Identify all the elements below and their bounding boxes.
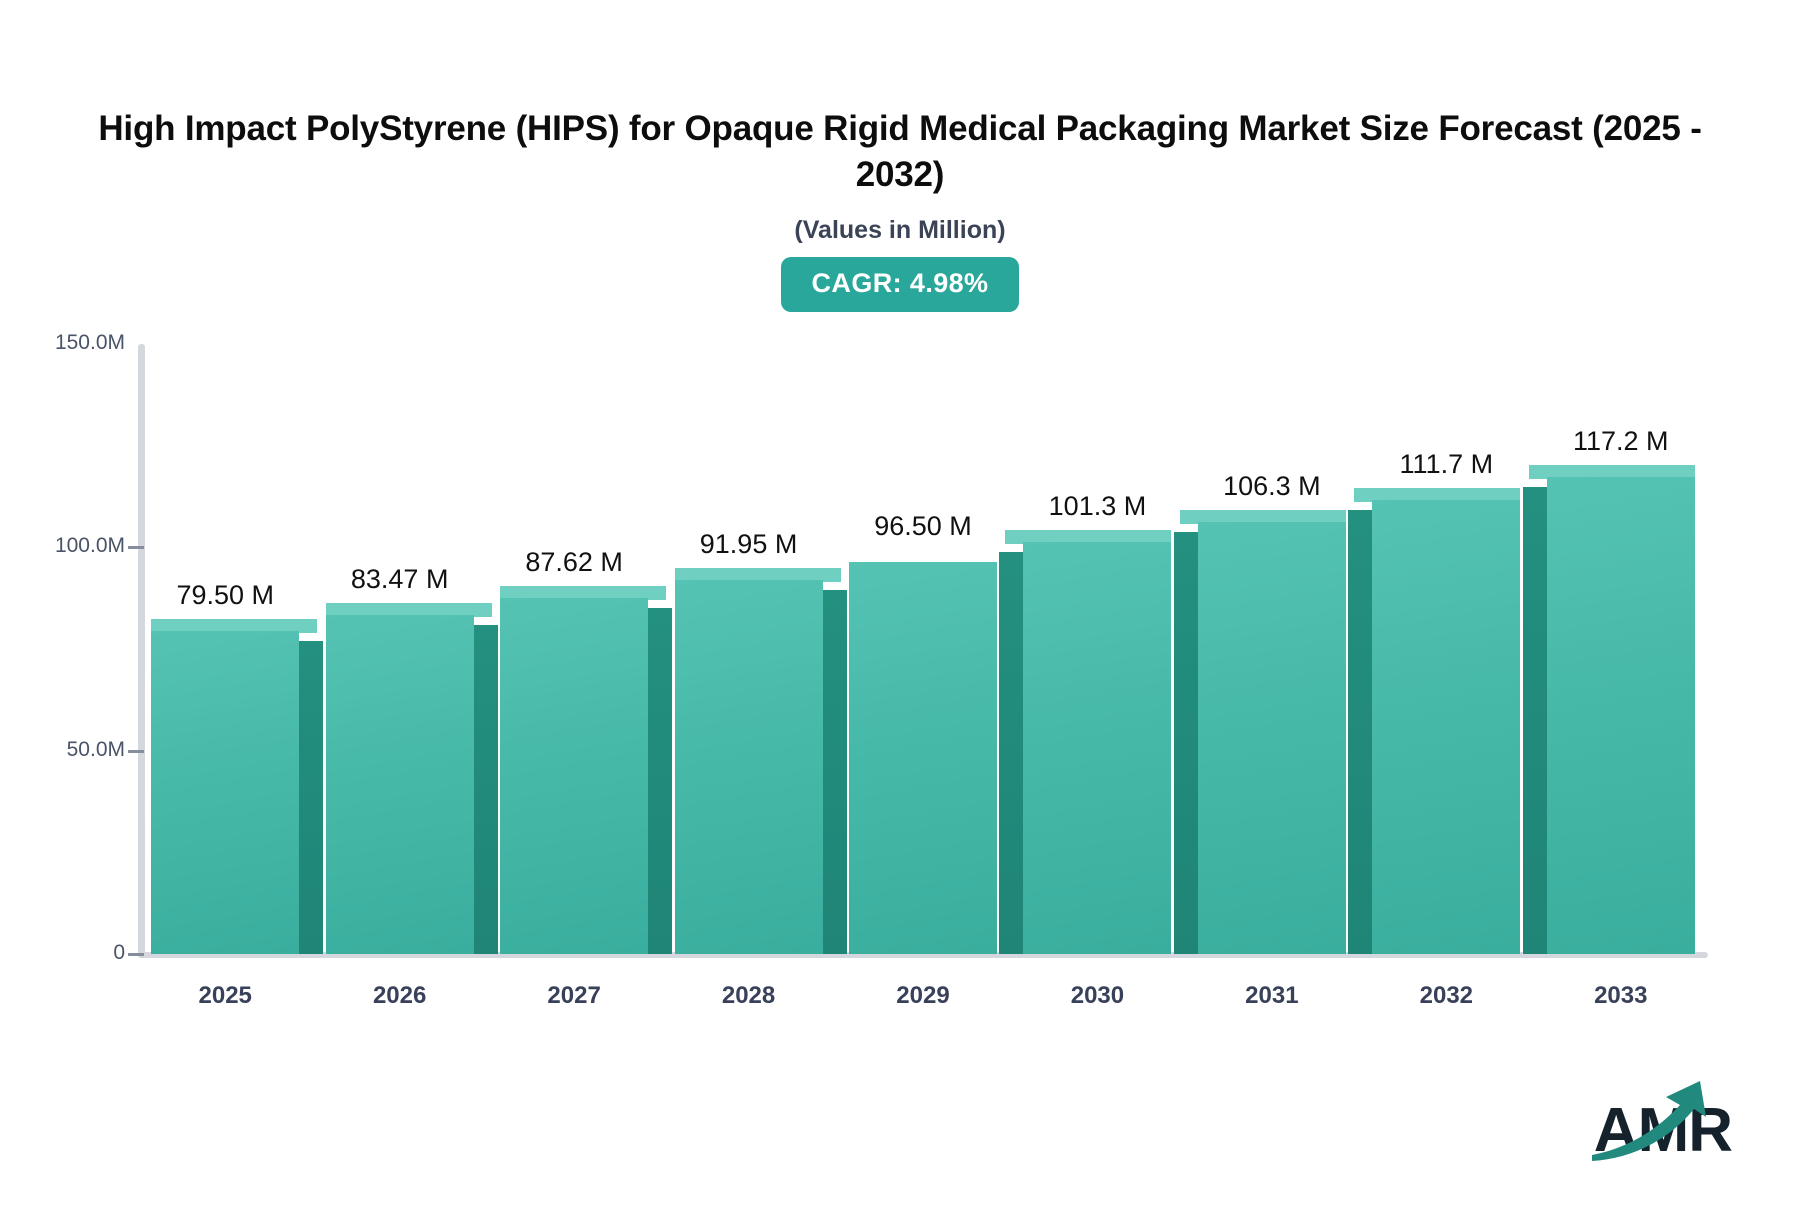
bar-side-face <box>822 590 847 954</box>
bar-value-label: 117.2 M <box>1572 426 1669 457</box>
bar-value-label: 91.95 M <box>699 529 798 560</box>
bar-side-face <box>473 624 498 954</box>
growth-arrow-icon <box>1588 1075 1738 1172</box>
bar[interactable]: 106.3 M 2031 <box>1173 471 1346 1009</box>
chart-header: High Impact PolyStyrene (HIPS) for Opaqu… <box>0 106 1800 313</box>
y-axis-tick-label: 0 <box>113 941 125 964</box>
chart-subtitle: (Values in Million) <box>794 216 1006 245</box>
y-axis-tick-mark <box>128 953 144 956</box>
bars-layer: 79.50 M 2025 83.47 M 2026 87.62 M 2027 91.95 M… <box>138 330 1708 1009</box>
bar[interactable]: 79.50 M 2025 <box>151 580 324 1009</box>
bar-front-face <box>1197 521 1346 954</box>
y-axis-tick-label: 150.0M <box>54 331 125 354</box>
bar-top-face <box>1005 530 1172 545</box>
bar-side-face <box>1173 531 1198 954</box>
x-axis-tick-label: 2030 <box>1070 982 1125 1009</box>
bar-front-face <box>1546 477 1695 954</box>
y-axis-tick-mark <box>128 546 144 550</box>
bar-top-face <box>1528 465 1695 480</box>
bar[interactable]: 87.62 M 2027 <box>500 547 673 1009</box>
bar-side-face <box>999 552 1024 954</box>
bar-front-face <box>500 597 649 954</box>
bar[interactable]: 101.3 M 2030 <box>999 491 1172 1009</box>
bar-value-label: 101.3 M <box>1048 491 1147 522</box>
bar-value-label: 111.7 M <box>1399 448 1494 479</box>
bar[interactable]: 96.50 M 2029 <box>849 511 997 1009</box>
y-axis-line <box>138 344 145 958</box>
y-axis-tick-mark <box>128 749 144 753</box>
bar-top-face <box>325 602 492 617</box>
x-axis-tick-label: 2027 <box>547 982 601 1009</box>
bar-value-label: 87.62 M <box>525 546 623 577</box>
bar[interactable]: 83.47 M 2026 <box>325 564 498 1009</box>
bar-value-label: 79.50 M <box>176 579 274 610</box>
bar-front-face <box>1372 499 1521 954</box>
x-axis-tick-label: 2028 <box>721 982 776 1009</box>
x-axis-tick-label: 2026 <box>372 982 427 1009</box>
bar-top-face <box>1179 509 1346 524</box>
y-axis-tick-label: 100.0M <box>54 534 125 558</box>
bar-side-face <box>1522 487 1547 954</box>
bar-top-face <box>500 585 667 600</box>
bar-front-face <box>849 561 997 954</box>
bar-side-face <box>299 640 324 954</box>
x-axis-tick-label: 2031 <box>1245 982 1299 1009</box>
bar-top-face <box>151 618 318 633</box>
x-axis-line <box>138 952 1708 958</box>
chart-title: High Impact PolyStyrene (HIPS) for Opaqu… <box>98 109 1702 195</box>
bar-top-face <box>1354 487 1521 502</box>
bar-front-face <box>325 614 474 954</box>
x-axis-tick-label: 2032 <box>1419 982 1474 1009</box>
bar-side-face <box>1348 509 1373 954</box>
bar[interactable]: 111.7 M 2032 <box>1348 449 1521 1009</box>
bar-value-label: 106.3 M <box>1223 470 1321 501</box>
bar-value-label: 96.50 M <box>874 510 972 541</box>
x-axis-tick-label: 2033 <box>1594 982 1648 1009</box>
cagr-badge: CAGR: 4.98% <box>780 257 1020 313</box>
x-axis-tick-label: 2029 <box>896 982 950 1009</box>
bar-top-face <box>674 568 841 583</box>
bar-front-face <box>1023 542 1172 954</box>
y-axis-tick-label: 50.0M <box>66 737 125 761</box>
bar[interactable]: 117.2 M 2033 <box>1522 426 1695 1009</box>
plot-area: 150.0M 100.0M 50.0M 0 79.50 M 2025 83.47 M 202… <box>0 330 1800 1009</box>
bar[interactable]: 91.95 M 2028 <box>674 529 847 1009</box>
amr-logo: AMR <box>1592 1081 1733 1162</box>
bar-front-face <box>674 580 823 954</box>
x-axis-tick-label: 2025 <box>198 982 252 1009</box>
bar-front-face <box>151 630 300 954</box>
bar-value-label: 83.47 M <box>350 563 449 594</box>
bar-side-face <box>648 607 673 954</box>
